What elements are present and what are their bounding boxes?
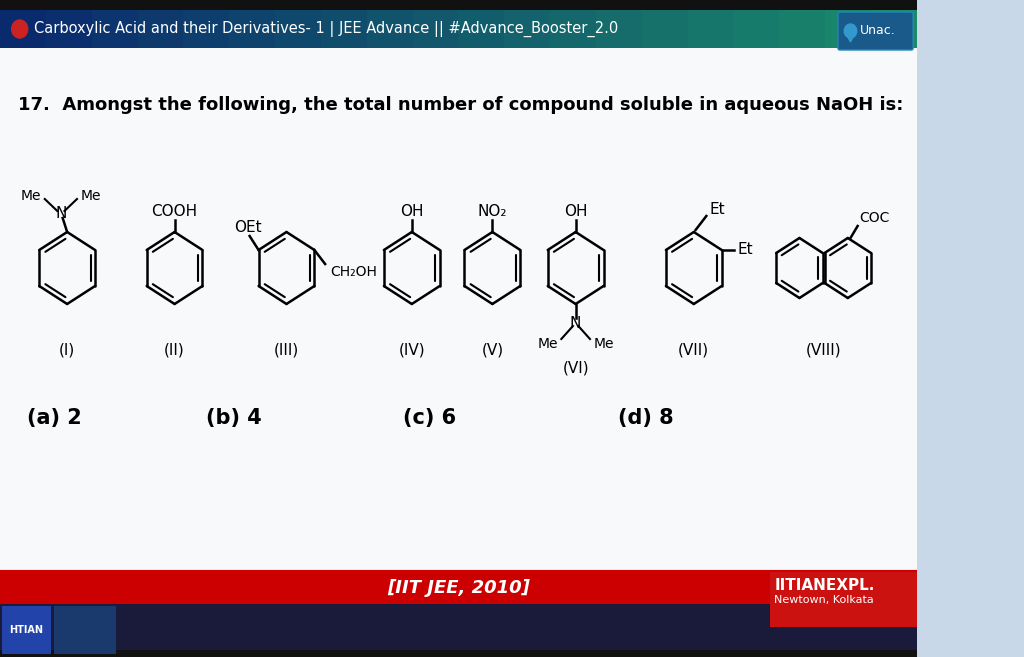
Text: OH: OH [564, 204, 588, 219]
Text: (VII): (VII) [678, 342, 710, 357]
Text: (II): (II) [164, 342, 185, 357]
FancyBboxPatch shape [0, 0, 916, 657]
FancyBboxPatch shape [550, 10, 597, 48]
Text: OH: OH [400, 204, 424, 219]
Text: (d) 8: (d) 8 [617, 408, 674, 428]
Text: NO₂: NO₂ [477, 204, 507, 219]
FancyBboxPatch shape [321, 10, 368, 48]
Text: OEt: OEt [234, 221, 262, 235]
Text: Carboxylic Acid and their Derivatives- 1 | JEE Advance || #Advance_Booster_2.0: Carboxylic Acid and their Derivatives- 1… [34, 21, 618, 37]
Text: Me: Me [594, 337, 614, 351]
Text: (V): (V) [481, 342, 504, 357]
Text: N: N [55, 206, 67, 221]
FancyBboxPatch shape [642, 0, 688, 42]
FancyBboxPatch shape [838, 12, 913, 50]
FancyBboxPatch shape [779, 0, 825, 42]
FancyBboxPatch shape [825, 0, 871, 42]
FancyBboxPatch shape [0, 0, 46, 42]
FancyBboxPatch shape [687, 0, 734, 42]
FancyBboxPatch shape [733, 0, 780, 42]
FancyBboxPatch shape [870, 0, 918, 42]
FancyBboxPatch shape [596, 10, 642, 48]
FancyBboxPatch shape [0, 0, 916, 10]
Text: (a) 2: (a) 2 [27, 408, 82, 428]
FancyBboxPatch shape [367, 0, 414, 42]
FancyBboxPatch shape [413, 10, 459, 48]
Text: Unac.: Unac. [859, 24, 895, 37]
Text: (VI): (VI) [562, 361, 589, 376]
FancyBboxPatch shape [687, 10, 734, 48]
Text: Me: Me [81, 189, 101, 203]
Text: Newtown, Kolkata: Newtown, Kolkata [774, 595, 874, 605]
Text: [IIT JEE, 2010]: [IIT JEE, 2010] [387, 579, 529, 597]
Text: 17.  Amongst the following, the total number of compound soluble in aqueous NaOH: 17. Amongst the following, the total num… [17, 96, 903, 114]
FancyBboxPatch shape [825, 10, 871, 48]
FancyBboxPatch shape [642, 10, 688, 48]
Circle shape [11, 20, 28, 38]
FancyBboxPatch shape [92, 0, 138, 42]
FancyBboxPatch shape [275, 0, 322, 42]
FancyBboxPatch shape [459, 0, 505, 42]
FancyBboxPatch shape [46, 0, 92, 42]
Text: (VIII): (VIII) [806, 342, 842, 357]
Text: Et: Et [738, 242, 754, 258]
Polygon shape [847, 35, 854, 42]
Text: COOH: COOH [152, 204, 198, 219]
FancyBboxPatch shape [92, 10, 138, 48]
Text: (b) 4: (b) 4 [206, 408, 262, 428]
FancyBboxPatch shape [504, 10, 551, 48]
FancyBboxPatch shape [229, 0, 275, 42]
FancyBboxPatch shape [275, 10, 322, 48]
FancyBboxPatch shape [367, 10, 414, 48]
FancyBboxPatch shape [229, 10, 275, 48]
Text: Et: Et [709, 202, 725, 217]
Text: (c) 6: (c) 6 [402, 408, 456, 428]
FancyBboxPatch shape [550, 0, 597, 42]
Text: HTIAN: HTIAN [9, 625, 43, 635]
FancyBboxPatch shape [183, 0, 230, 42]
FancyBboxPatch shape [0, 650, 916, 657]
FancyBboxPatch shape [870, 10, 918, 48]
FancyBboxPatch shape [596, 0, 642, 42]
FancyBboxPatch shape [413, 0, 459, 42]
Text: CH₂OH: CH₂OH [331, 265, 378, 279]
Circle shape [844, 24, 857, 38]
FancyBboxPatch shape [0, 48, 916, 588]
Text: (III): (III) [273, 342, 299, 357]
FancyBboxPatch shape [770, 572, 916, 627]
FancyBboxPatch shape [733, 10, 780, 48]
FancyBboxPatch shape [0, 572, 916, 604]
Text: N: N [570, 317, 582, 332]
FancyBboxPatch shape [183, 10, 230, 48]
FancyBboxPatch shape [137, 0, 184, 42]
FancyBboxPatch shape [53, 606, 117, 654]
FancyBboxPatch shape [321, 0, 368, 42]
Text: IITIANEXPL.: IITIANEXPL. [774, 579, 874, 593]
Text: Me: Me [20, 189, 41, 203]
FancyBboxPatch shape [0, 604, 916, 657]
Text: (I): (I) [59, 342, 76, 357]
FancyBboxPatch shape [137, 10, 184, 48]
Text: (IV): (IV) [398, 342, 425, 357]
FancyBboxPatch shape [504, 0, 551, 42]
FancyBboxPatch shape [46, 10, 92, 48]
FancyBboxPatch shape [0, 10, 46, 48]
FancyBboxPatch shape [2, 606, 51, 654]
Text: Me: Me [538, 337, 558, 351]
FancyBboxPatch shape [459, 10, 505, 48]
FancyBboxPatch shape [779, 10, 825, 48]
Text: COC: COC [859, 211, 890, 225]
